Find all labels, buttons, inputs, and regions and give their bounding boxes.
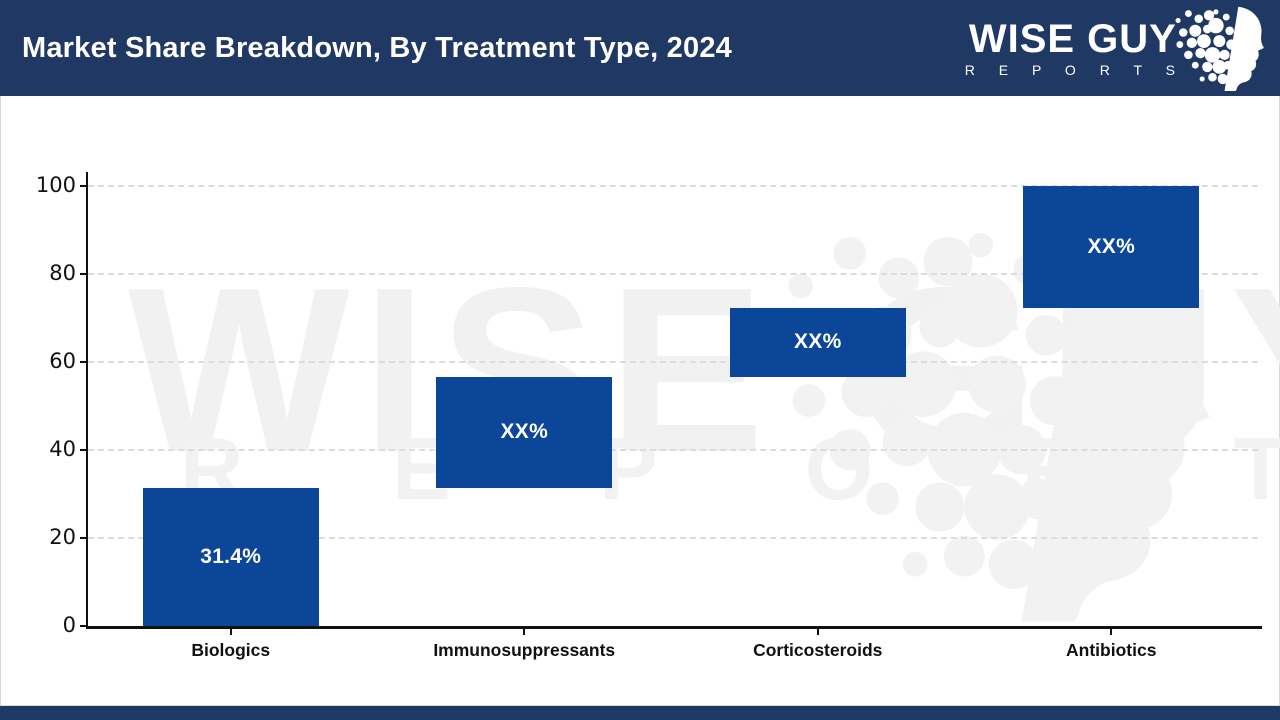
y-axis-tick-label: 80 bbox=[49, 261, 76, 285]
x-axis-tick-mark bbox=[523, 629, 526, 635]
x-axis-tick-mark bbox=[1110, 629, 1113, 635]
logo-wordmark: WISE GUY bbox=[968, 16, 1177, 61]
x-axis-category-label: Antibiotics bbox=[1066, 640, 1157, 660]
footer-bar bbox=[0, 705, 1280, 720]
page-title: Market Share Breakdown, By Treatment Typ… bbox=[22, 31, 732, 64]
x-axis-category-label: Corticosteroids bbox=[753, 640, 883, 660]
x-axis-tick-mark bbox=[816, 629, 819, 635]
y-axis-spine bbox=[86, 172, 88, 629]
gridline-80 bbox=[88, 273, 1258, 275]
bar-biologics: 31.4% bbox=[142, 487, 319, 626]
gridline-100 bbox=[88, 185, 1258, 187]
bar-antibiotics: XX% bbox=[1023, 186, 1200, 308]
x-axis-spine bbox=[86, 626, 1262, 629]
y-axis-tick-mark bbox=[80, 185, 88, 187]
bar-immunosuppressants: XX% bbox=[436, 376, 613, 488]
gridline-20 bbox=[88, 537, 1258, 539]
y-axis-tick-label: 40 bbox=[49, 437, 76, 461]
y-axis-tick-label: 20 bbox=[49, 525, 76, 549]
logo-text: WISE GUY R E P O R T S bbox=[961, 19, 1185, 78]
header-bar: Market Share Breakdown, By Treatment Typ… bbox=[0, 0, 1280, 96]
bar-value-label: XX% bbox=[793, 330, 842, 354]
y-axis-tick-mark bbox=[80, 625, 88, 627]
y-axis-tick-label: 60 bbox=[49, 349, 76, 373]
y-axis-tick-label: 0 bbox=[62, 613, 76, 637]
y-axis-tick-mark bbox=[80, 449, 88, 451]
x-axis-category-label: Immunosuppressants bbox=[433, 640, 616, 660]
y-axis-tick-mark bbox=[80, 361, 88, 363]
bar-value-label: XX% bbox=[500, 420, 549, 444]
x-axis-tick-mark bbox=[229, 629, 232, 635]
x-axis-category-label: Biologics bbox=[191, 640, 271, 660]
gridline-40 bbox=[88, 449, 1258, 451]
bar-corticosteroids: XX% bbox=[729, 307, 906, 377]
wise-guy-reports-logo: WISE GUY R E P O R T S bbox=[961, 5, 1280, 91]
bar-value-label: 31.4% bbox=[200, 544, 262, 568]
gridline-60 bbox=[88, 361, 1258, 363]
logo-subtitle: R E P O R T S bbox=[964, 61, 1185, 78]
logo-face-icon bbox=[1175, 6, 1265, 91]
bar-value-label: XX% bbox=[1087, 234, 1136, 258]
y-axis-tick-label: 100 bbox=[35, 173, 76, 197]
y-axis-tick-mark bbox=[80, 537, 88, 539]
y-axis-tick-mark bbox=[80, 273, 88, 275]
